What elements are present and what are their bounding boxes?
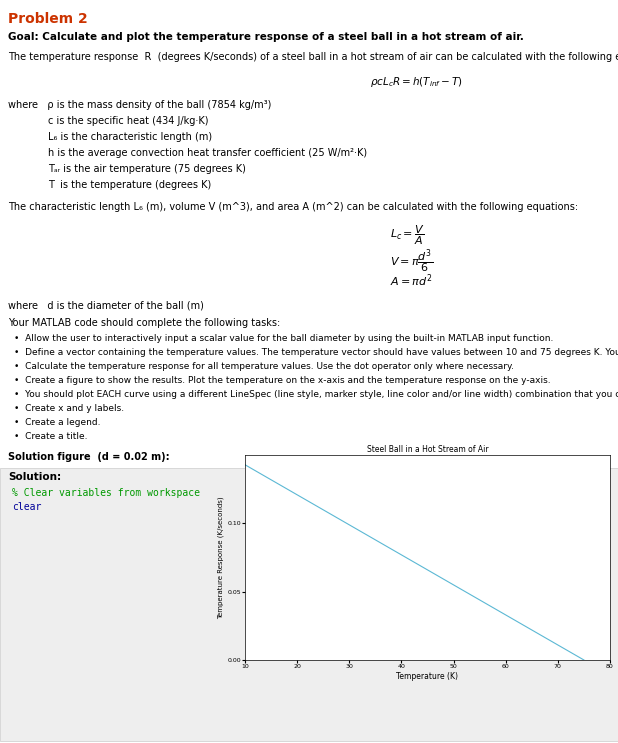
Text: T  is the temperature (degrees K): T is the temperature (degrees K) [48, 180, 211, 190]
Text: Solution:: Solution: [8, 472, 61, 482]
Text: Solution figure  (d = 0.02 m):: Solution figure (d = 0.02 m): [8, 452, 169, 462]
Text: $A = \pi d^2$: $A = \pi d^2$ [390, 272, 433, 288]
Text: where   d is the diameter of the ball (m): where d is the diameter of the ball (m) [8, 300, 204, 310]
Text: Your MATLAB code should complete the following tasks:: Your MATLAB code should complete the fol… [8, 318, 280, 328]
Text: % Clear variables from workspace: % Clear variables from workspace [12, 488, 200, 498]
Text: $\rho c L_c R = h(T_{inf} - T)$: $\rho c L_c R = h(T_{inf} - T)$ [370, 75, 463, 89]
Title: Steel Ball in a Hot Stream of Air: Steel Ball in a Hot Stream of Air [366, 445, 488, 454]
Text: $V = \pi \dfrac{d^3}{6}$: $V = \pi \dfrac{d^3}{6}$ [390, 248, 433, 276]
Text: Tₐᵣ is the air temperature (75 degrees K): Tₐᵣ is the air temperature (75 degrees K… [48, 164, 246, 174]
Text: clear: clear [12, 502, 41, 512]
Text: The characteristic length L₆ (m), volume V (m^3), and area A (m^2) can be calcul: The characteristic length L₆ (m), volume… [8, 202, 578, 212]
Text: •  Create x and y labels.: • Create x and y labels. [14, 404, 124, 413]
Text: $L_c = \dfrac{V}{A}$: $L_c = \dfrac{V}{A}$ [390, 224, 425, 247]
Text: •  Allow the user to interactively input a scalar value for the ball diameter by: • Allow the user to interactively input … [14, 334, 553, 343]
Text: •  You should plot EACH curve using a different LineSpec (line style, marker sty: • You should plot EACH curve using a dif… [14, 390, 618, 399]
X-axis label: Temperature (K): Temperature (K) [397, 672, 459, 681]
Text: •  Create a figure to show the results. Plot the temperature on the x-axis and t: • Create a figure to show the results. P… [14, 376, 551, 385]
Text: •  Create a title.: • Create a title. [14, 432, 88, 441]
Text: Problem 2: Problem 2 [8, 12, 88, 26]
Text: L₆ is the characteristic length (m): L₆ is the characteristic length (m) [48, 132, 212, 142]
Text: c is the specific heat (434 J/kg·K): c is the specific heat (434 J/kg·K) [48, 116, 208, 126]
Text: Goal: Calculate and plot the temperature response of a steel ball in a hot strea: Goal: Calculate and plot the temperature… [8, 32, 524, 42]
Bar [0, 468, 618, 741]
Text: •  Calculate the temperature response for all temperature values. Use the dot op: • Calculate the temperature response for… [14, 362, 514, 371]
Text: •  Define a vector containing the temperature values. The temperature vector sho: • Define a vector containing the tempera… [14, 348, 618, 357]
Text: h is the average convection heat transfer coefficient (25 W/m²·K): h is the average convection heat transfe… [48, 148, 367, 158]
Text: The temperature response  R  (degrees K/seconds) of a steel ball in a hot stream: The temperature response R (degrees K/se… [8, 52, 618, 62]
Text: •  Create a legend.: • Create a legend. [14, 418, 101, 427]
Text: where   ρ is the mass density of the ball (7854 kg/m³): where ρ is the mass density of the ball … [8, 100, 271, 110]
Y-axis label: Temperature Response (K/seconds): Temperature Response (K/seconds) [218, 496, 224, 619]
